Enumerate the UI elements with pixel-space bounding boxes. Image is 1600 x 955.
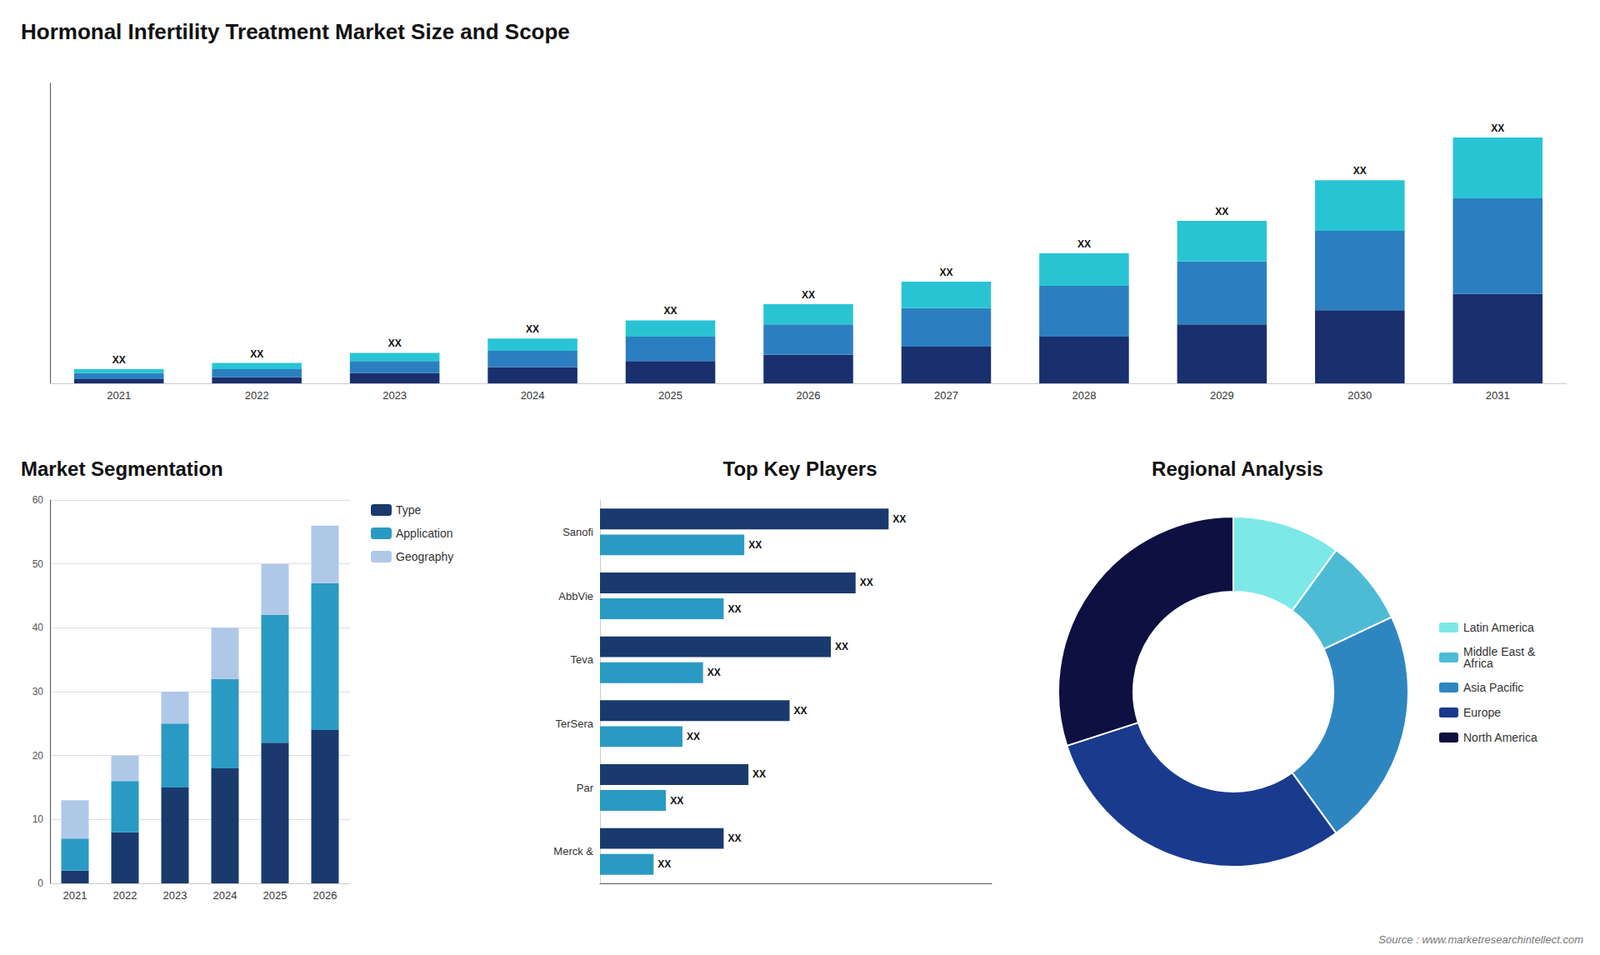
- svg-text:2031: 2031: [1485, 389, 1510, 402]
- svg-text:Latin America: Latin America: [1463, 620, 1535, 635]
- svg-text:XX: XX: [112, 354, 126, 366]
- svg-text:Source : www.marketresearchint: Source : www.marketresearchintellect.com: [1378, 933, 1584, 946]
- svg-text:60: 60: [32, 494, 45, 506]
- svg-text:2029: 2029: [1210, 389, 1235, 402]
- svg-text:Par: Par: [576, 781, 595, 795]
- svg-text:2021: 2021: [106, 389, 131, 402]
- svg-text:Geography: Geography: [395, 550, 454, 564]
- svg-text:XX: XX: [794, 705, 808, 717]
- svg-text:2027: 2027: [934, 389, 959, 402]
- svg-text:2028: 2028: [1071, 389, 1096, 402]
- svg-text:Sanofi: Sanofi: [562, 525, 594, 539]
- svg-text:XX: XX: [1215, 205, 1229, 218]
- svg-text:Europe: Europe: [1463, 705, 1501, 720]
- svg-text:XX: XX: [664, 305, 678, 317]
- svg-text:TerSera: TerSera: [555, 717, 594, 730]
- svg-text:2030: 2030: [1347, 389, 1372, 402]
- svg-text:10: 10: [32, 813, 45, 825]
- svg-text:XX: XX: [657, 858, 671, 870]
- svg-text:XX: XX: [892, 513, 906, 525]
- svg-text:Application: Application: [395, 526, 454, 540]
- svg-text:Market Segmentation: Market Segmentation: [20, 457, 224, 480]
- svg-text:2022: 2022: [113, 889, 138, 902]
- svg-text:North America: North America: [1463, 730, 1538, 745]
- svg-text:XX: XX: [860, 576, 874, 589]
- svg-text:Africa: Africa: [1463, 656, 1494, 670]
- svg-text:2024: 2024: [520, 389, 545, 402]
- svg-text:50: 50: [32, 558, 45, 570]
- svg-text:XX: XX: [388, 337, 402, 350]
- svg-text:XX: XX: [686, 730, 700, 743]
- svg-text:2021: 2021: [63, 889, 88, 902]
- svg-text:2024: 2024: [213, 889, 238, 902]
- svg-text:XX: XX: [752, 768, 766, 780]
- svg-text:AbbVie: AbbVie: [558, 590, 594, 603]
- svg-text:Merck &: Merck &: [553, 845, 594, 858]
- svg-text:XX: XX: [707, 666, 721, 679]
- svg-text:XX: XX: [727, 832, 741, 845]
- svg-text:Middle East &: Middle East &: [1463, 645, 1536, 659]
- svg-text:Type: Type: [395, 503, 422, 517]
- svg-text:XX: XX: [939, 266, 953, 279]
- svg-text:2026: 2026: [313, 889, 338, 902]
- svg-text:Asia Pacific: Asia Pacific: [1463, 680, 1524, 695]
- svg-text:XX: XX: [1353, 165, 1367, 177]
- svg-text:40: 40: [32, 621, 45, 634]
- svg-text:30: 30: [32, 685, 45, 698]
- svg-text:2026: 2026: [796, 389, 821, 402]
- svg-text:XX: XX: [801, 289, 815, 301]
- svg-text:Teva: Teva: [570, 653, 595, 666]
- svg-text:2022: 2022: [245, 389, 270, 402]
- svg-text:XX: XX: [727, 603, 741, 615]
- svg-text:Top Key Players: Top Key Players: [723, 457, 878, 480]
- svg-text:2023: 2023: [163, 889, 188, 902]
- svg-text:XX: XX: [670, 795, 684, 807]
- svg-text:2025: 2025: [263, 889, 288, 902]
- svg-text:XX: XX: [1490, 122, 1505, 135]
- svg-text:0: 0: [37, 877, 44, 890]
- svg-text:Regional Analysis: Regional Analysis: [1151, 457, 1324, 480]
- svg-text:2025: 2025: [658, 389, 683, 402]
- svg-text:XX: XX: [525, 323, 540, 335]
- svg-text:XX: XX: [748, 539, 762, 551]
- svg-text:Hormonal Infertility Treatment: Hormonal Infertility Treatment Market Si…: [20, 19, 570, 45]
- svg-text:20: 20: [32, 750, 45, 762]
- svg-text:XX: XX: [1077, 238, 1091, 250]
- svg-text:2023: 2023: [382, 389, 407, 402]
- svg-text:XX: XX: [250, 348, 264, 360]
- svg-text:XX: XX: [835, 640, 849, 653]
